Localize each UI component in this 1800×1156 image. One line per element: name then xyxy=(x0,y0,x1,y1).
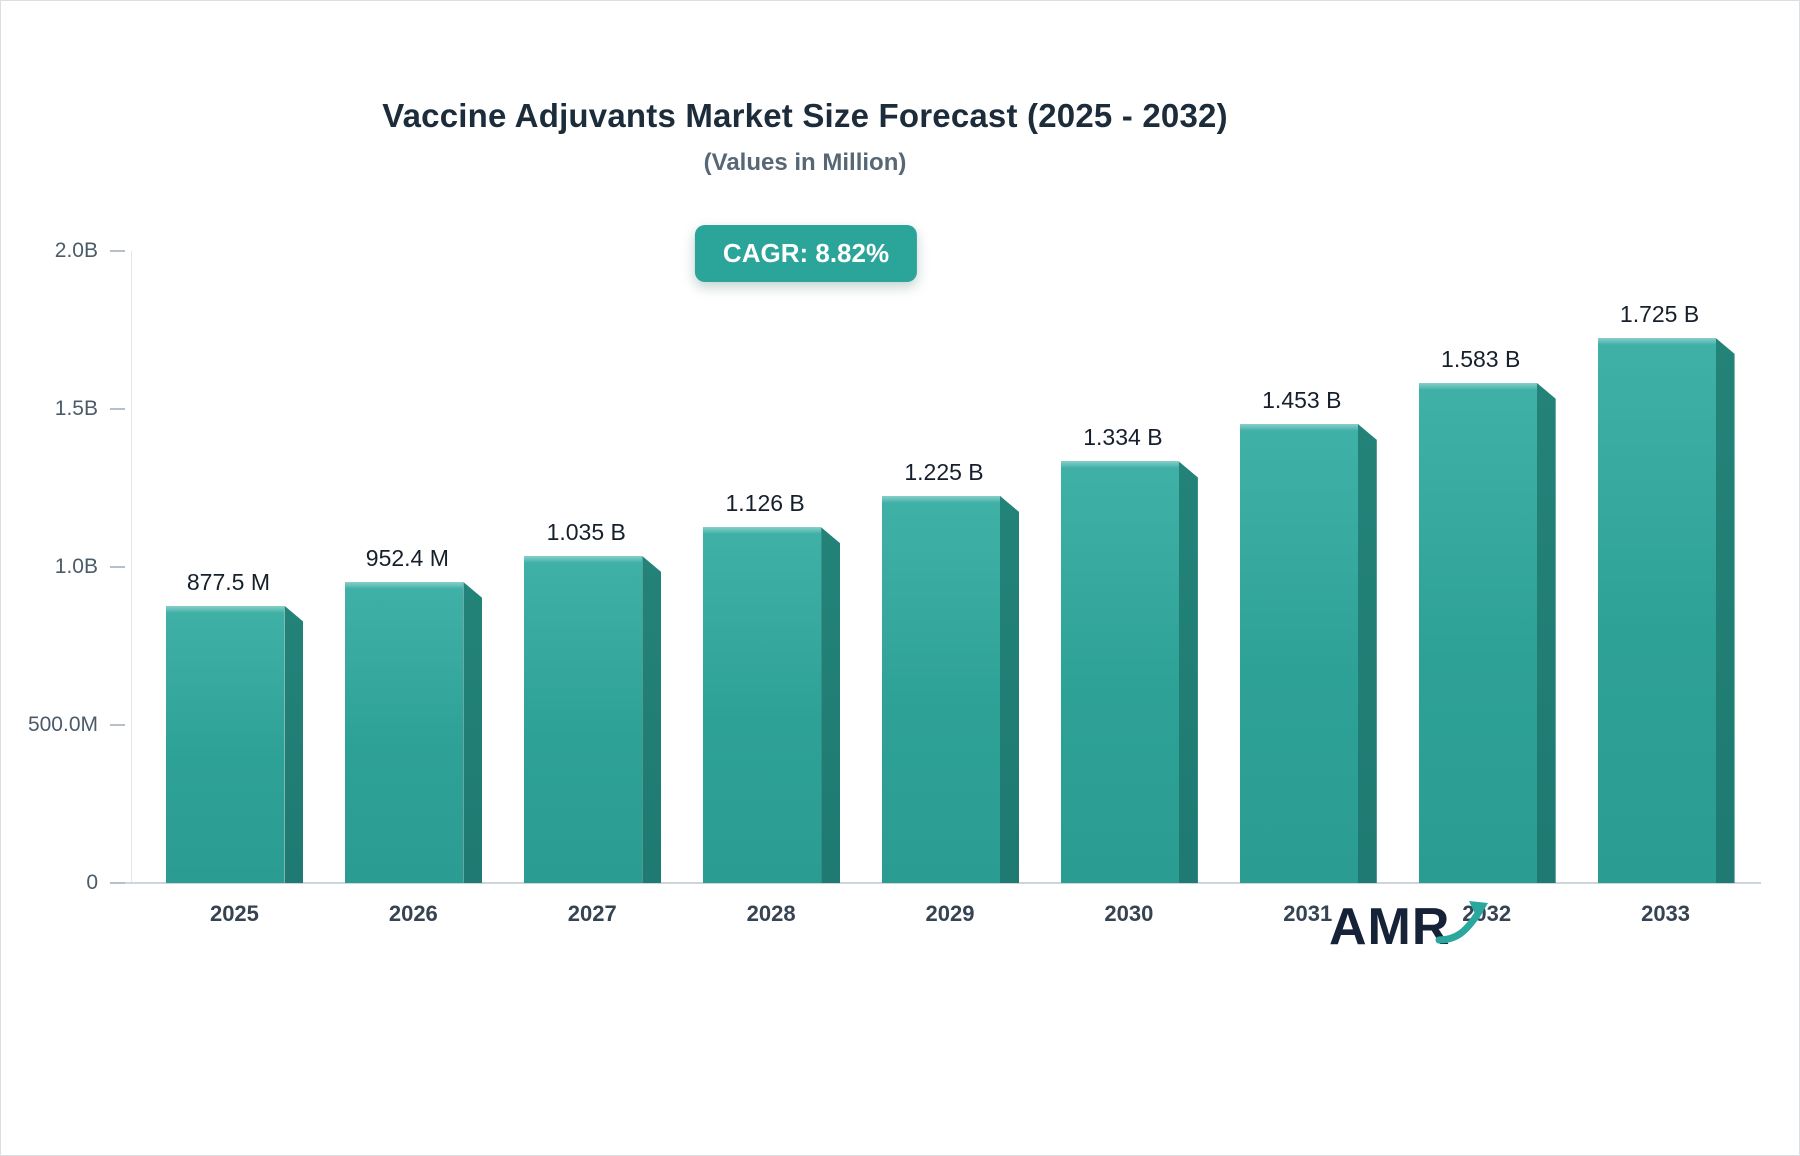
chart-subtitle: (Values in Million) xyxy=(703,149,907,176)
x-axis-label-2025: 2025 xyxy=(209,901,259,926)
x-axis-line xyxy=(125,882,1761,884)
y-tick: 500.0M xyxy=(28,713,125,737)
bar-2028 xyxy=(703,527,822,883)
amr-logo: AMR xyxy=(1329,897,1490,957)
bar-value-label: 1.334 B xyxy=(1083,424,1163,451)
bar-value-label: 1.453 B xyxy=(1262,386,1342,413)
amr-logo-arrow-icon xyxy=(1435,901,1489,944)
bar-column-2026: 952.4 M 2026 xyxy=(324,251,503,926)
bar-column-2032: 1.583 B 2032 xyxy=(1397,251,1576,926)
bar-value-label: 1.225 B xyxy=(904,458,984,485)
bar-2025 xyxy=(166,605,285,883)
bar-column-2031: 1.453 B 2031 xyxy=(1218,251,1397,926)
y-tick: 2.0B xyxy=(55,239,125,263)
bar-column-2025: 877.5 M 2025 xyxy=(145,251,324,926)
plot-area: 2.0B 1.5B 1.0B 500.0M 0 877.5 M 2025 952.4 M 202… xyxy=(28,239,1761,926)
y-tick-label: 1.5B xyxy=(54,397,98,420)
chart-title: Vaccine Adjuvants Market Size Forecast (… xyxy=(382,97,1228,134)
y-tick-mark xyxy=(110,408,125,410)
bar-column-2033: 1.725 B 2033 xyxy=(1576,251,1755,926)
bar-value-label: 1.583 B xyxy=(1441,345,1521,372)
x-axis-label-2031: 2031 xyxy=(1283,901,1333,926)
x-axis-label-2030: 2030 xyxy=(1104,901,1154,926)
y-tick: 0 xyxy=(86,871,125,895)
bar-2029 xyxy=(882,495,1000,883)
bar-2031 xyxy=(1239,423,1358,883)
bar-2030 xyxy=(1060,461,1179,883)
bar-column-2030: 1.334 B 2030 xyxy=(1039,251,1218,926)
bars-container: 877.5 M 2025 952.4 M 2026 1.035 B 2027 1.126 B… xyxy=(145,251,1755,926)
cagr-badge: CAGR: 8.82% xyxy=(694,225,918,282)
bar-2032 xyxy=(1418,382,1537,883)
bar-value-label: 1.126 B xyxy=(725,490,805,517)
y-axis-line xyxy=(131,251,132,883)
bar-column-2028: 1.126 B 2028 xyxy=(682,251,861,926)
x-axis-label-2028: 2028 xyxy=(746,901,796,926)
bar-value-label: 952.4 M xyxy=(365,545,449,572)
bar-value-label: 1.725 B xyxy=(1619,300,1700,327)
bar-2033 xyxy=(1597,337,1716,883)
amr-logo-text: AMR xyxy=(1329,898,1451,956)
x-axis-label-2029: 2029 xyxy=(925,901,975,926)
y-tick-label: 0 xyxy=(86,871,98,894)
bar-column-2027: 1.035 B 2027 xyxy=(503,251,682,926)
x-axis-label-2026: 2026 xyxy=(388,901,438,926)
y-tick-label: 500.0M xyxy=(27,713,98,736)
bar-value-label: 1.035 B xyxy=(546,518,626,545)
x-axis-label-2033: 2033 xyxy=(1641,901,1691,926)
y-tick: 1.0B xyxy=(55,555,125,579)
bar-column-2029: 1.225 B 2029 xyxy=(861,251,1040,926)
bar-2026 xyxy=(345,582,464,883)
y-tick-mark xyxy=(110,566,125,568)
bar-2027 xyxy=(524,555,643,883)
y-tick-mark xyxy=(110,250,125,252)
x-axis-label-2027: 2027 xyxy=(567,901,617,926)
bar-value-label: 877.5 M xyxy=(186,568,270,595)
y-tick-label: 1.0B xyxy=(54,555,98,578)
y-tick: 1.5B xyxy=(55,397,125,421)
y-tick-mark xyxy=(110,724,125,726)
y-tick-label: 2.0B xyxy=(54,239,98,262)
y-tick-mark xyxy=(110,882,125,884)
